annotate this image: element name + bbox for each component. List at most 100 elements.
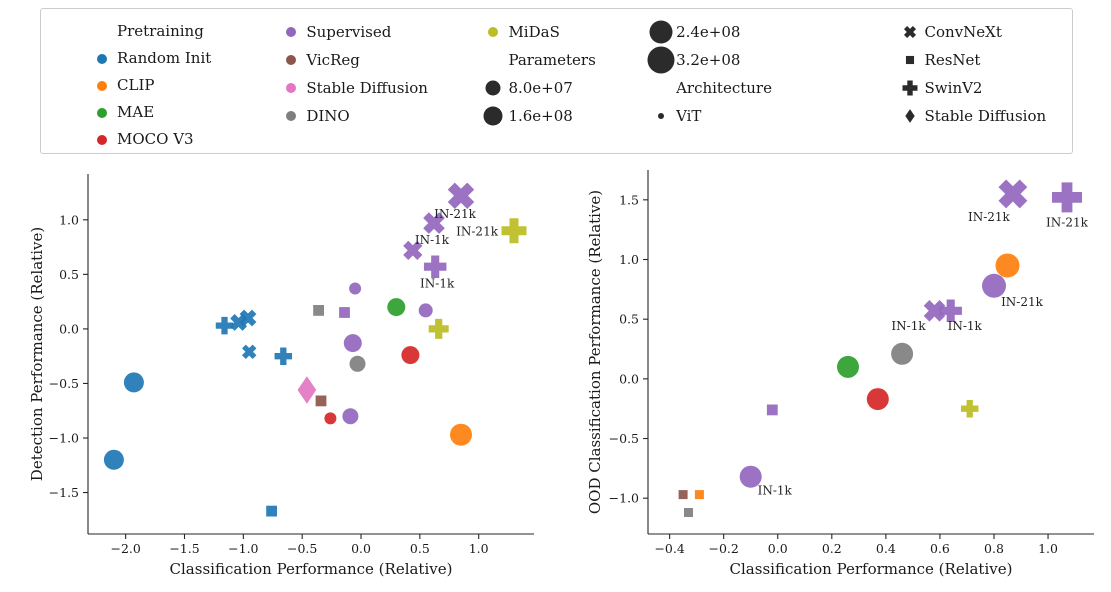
legend-column: 2.4e+08 3.2e+08 Architecture ViT xyxy=(646,18,894,153)
legend-box: Pretraining Random Init CLIP MAE MOCO V3 Supe… xyxy=(40,8,1073,154)
data-point xyxy=(995,253,1020,278)
legend-label: Parameters xyxy=(508,50,596,69)
legend-label: ConvNeXt xyxy=(924,22,1002,41)
legend-label: DINO xyxy=(306,106,350,125)
legend-item-parameters: 2.4e+08 xyxy=(646,18,894,46)
legend-item-pretraining: MiDaS xyxy=(478,18,646,46)
x-tick-label: 1.0 xyxy=(1038,541,1058,556)
x-tick-label: −0.2 xyxy=(709,541,739,556)
legend-section-title: Parameters xyxy=(478,46,646,74)
x-tick-label: 1.0 xyxy=(469,541,489,556)
data-point xyxy=(215,316,234,335)
parameter-size-icon xyxy=(478,102,508,130)
data-point xyxy=(837,355,859,378)
ood-vs-classification-chart: −0.4 −0.2 0.0 0.2 0.4 0.6 0.8 1.0 −1.0 −0.5 0.0 0.5… xyxy=(586,156,1106,590)
y-tick-label: 0.0 xyxy=(619,371,639,386)
x-tick-label: −0.5 xyxy=(287,541,317,556)
legend-item-architecture: ViT xyxy=(646,102,894,130)
data-point xyxy=(450,423,472,446)
y-tick-label: −1.5 xyxy=(49,485,79,500)
legend-label: 1.6e+08 xyxy=(508,106,573,125)
legend-section-title: Architecture xyxy=(646,74,894,102)
circle-marker-icon xyxy=(97,134,107,145)
data-point xyxy=(230,313,248,331)
diamond-marker-icon xyxy=(904,109,915,123)
legend-item-pretraining: MOCO V3 xyxy=(87,126,276,153)
legend-label: 8.0e+07 xyxy=(508,78,573,97)
x-tick-label: 0.6 xyxy=(930,541,950,556)
data-point xyxy=(349,282,362,295)
circle-marker-icon xyxy=(485,80,501,96)
legend-label: MiDaS xyxy=(508,22,560,41)
pretraining-color-icon xyxy=(276,47,306,73)
y-axis-label: Detection Performance (Relative) xyxy=(28,227,46,481)
legend-label: MAE xyxy=(117,103,155,121)
scatter-plot: −0.4 −0.2 0.0 0.2 0.4 0.6 0.8 1.0 −1.0 −0.5 0.0 0.5… xyxy=(586,170,1094,578)
legend-item-architecture: ConvNeXt xyxy=(895,18,1072,46)
data-point xyxy=(418,303,433,318)
pretraining-color-icon xyxy=(87,127,117,153)
data-point xyxy=(241,344,257,360)
circle-marker-icon xyxy=(649,20,673,44)
data-point xyxy=(274,347,293,365)
circle-marker-icon xyxy=(646,103,676,129)
circle-marker-icon xyxy=(658,113,665,119)
data-point xyxy=(342,408,359,425)
data-point xyxy=(401,346,420,365)
y-tick-label: −1.0 xyxy=(49,431,79,446)
x-tick-label: 0.4 xyxy=(876,541,896,556)
y-tick-label: 0.5 xyxy=(59,267,79,282)
point-annotation: IN-1k xyxy=(948,319,983,333)
y-tick-label: 1.5 xyxy=(619,192,639,207)
x-marker-icon xyxy=(895,19,925,45)
data-point xyxy=(923,299,946,322)
legend-column: Pretraining Random Init CLIP MAE MOCO V3 xyxy=(87,18,276,153)
data-point xyxy=(694,490,704,500)
legend-item-parameters: 8.0e+07 xyxy=(478,74,646,102)
legend-label: VicReg xyxy=(306,50,360,69)
legend-item-pretraining: DINO xyxy=(276,102,478,130)
point-annotation: IN-21k xyxy=(968,210,1011,224)
data-point xyxy=(998,179,1028,209)
diamond-marker-icon xyxy=(895,103,925,129)
detection-vs-classification-chart: −2.0 −1.5 −1.0 −0.5 0.0 0.5 1.0 −1.5 −1.0 −0.5 0.0… xyxy=(28,156,548,590)
data-point xyxy=(423,212,445,234)
circle-marker-icon xyxy=(488,27,499,37)
legend-label: ResNet xyxy=(924,50,981,69)
circle-marker-icon xyxy=(97,80,107,91)
data-point xyxy=(297,376,317,404)
point-annotation: IN-1k xyxy=(415,233,450,247)
x-axis-label: Classification Performance (Relative) xyxy=(170,560,453,578)
data-point xyxy=(266,505,277,517)
legend-label: CLIP xyxy=(117,76,155,94)
legend-label: MOCO V3 xyxy=(117,130,194,148)
legend-item-pretraining: Stable Diffusion xyxy=(276,74,478,102)
legend-column: MiDaS Parameters 8.0e+07 1.6e+08 xyxy=(478,18,646,153)
legend-label: ViT xyxy=(676,106,702,125)
pretraining-color-icon xyxy=(276,75,306,101)
pretraining-color-icon xyxy=(276,19,306,45)
pretraining-color-icon xyxy=(87,46,117,72)
legend-label: Stable Diffusion xyxy=(924,106,1047,125)
square-marker-icon xyxy=(905,55,914,65)
point-annotation: IN-21k xyxy=(1046,215,1089,229)
legend-label: Supervised xyxy=(306,22,392,41)
plus-marker-icon xyxy=(902,80,918,96)
data-point xyxy=(403,240,423,261)
y-tick-label: 0.5 xyxy=(619,312,639,327)
legend-item-pretraining: Supervised xyxy=(276,18,478,46)
x-tick-label: 0.8 xyxy=(984,541,1004,556)
data-point xyxy=(866,388,889,411)
x-tick-label: 0.5 xyxy=(410,541,430,556)
legend-item-pretraining: MAE xyxy=(87,99,276,126)
circle-marker-icon xyxy=(286,55,297,65)
y-tick-label: −0.5 xyxy=(49,376,79,391)
data-point xyxy=(349,355,366,372)
legend-item-architecture: ResNet xyxy=(895,46,1072,74)
legend-item-parameters: 3.2e+08 xyxy=(646,46,894,74)
circle-marker-icon xyxy=(483,106,503,126)
data-point xyxy=(123,372,144,393)
legend-item-architecture: SwinV2 xyxy=(895,74,1072,102)
legend-label: Random Init xyxy=(117,49,212,67)
